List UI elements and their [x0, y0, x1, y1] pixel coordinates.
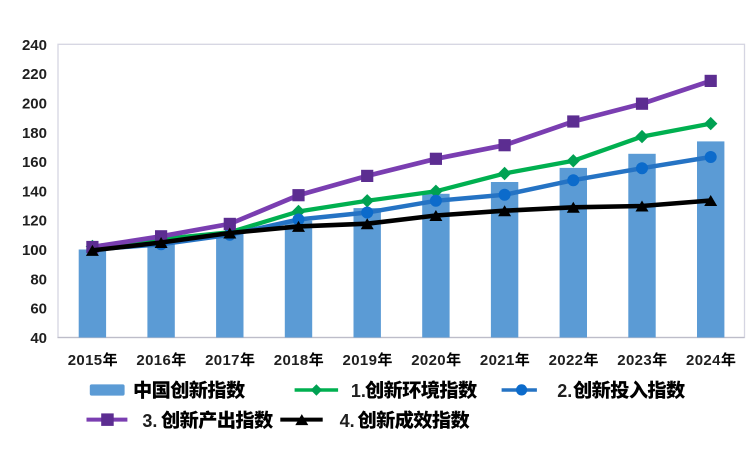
svg-text:2016: 2016 — [136, 352, 171, 369]
svg-text:2018: 2018 — [274, 352, 309, 369]
svg-text:2019: 2019 — [343, 352, 378, 369]
svg-text:2015: 2015 — [68, 352, 103, 369]
svg-text:180: 180 — [22, 125, 47, 142]
svg-text:220: 220 — [22, 66, 47, 83]
svg-text:1.: 1. — [351, 381, 366, 401]
svg-text:200: 200 — [22, 95, 47, 112]
svg-text:2024: 2024 — [686, 352, 721, 369]
svg-text:140: 140 — [22, 183, 47, 200]
svg-text:3.: 3. — [142, 411, 157, 431]
svg-text:60: 60 — [30, 301, 47, 318]
svg-text:160: 160 — [22, 154, 47, 171]
svg-text:2017: 2017 — [205, 352, 240, 369]
svg-text:2023: 2023 — [617, 352, 652, 369]
svg-text:2021: 2021 — [480, 352, 515, 369]
svg-text:40: 40 — [30, 330, 47, 347]
svg-text:4.: 4. — [340, 411, 355, 431]
svg-text:100: 100 — [22, 242, 47, 259]
svg-text:240: 240 — [22, 37, 47, 54]
svg-text:120: 120 — [22, 213, 47, 230]
svg-text:2.: 2. — [557, 381, 572, 401]
svg-text:80: 80 — [30, 271, 47, 288]
svg-text:2020: 2020 — [411, 352, 446, 369]
svg-text:2022: 2022 — [549, 352, 584, 369]
